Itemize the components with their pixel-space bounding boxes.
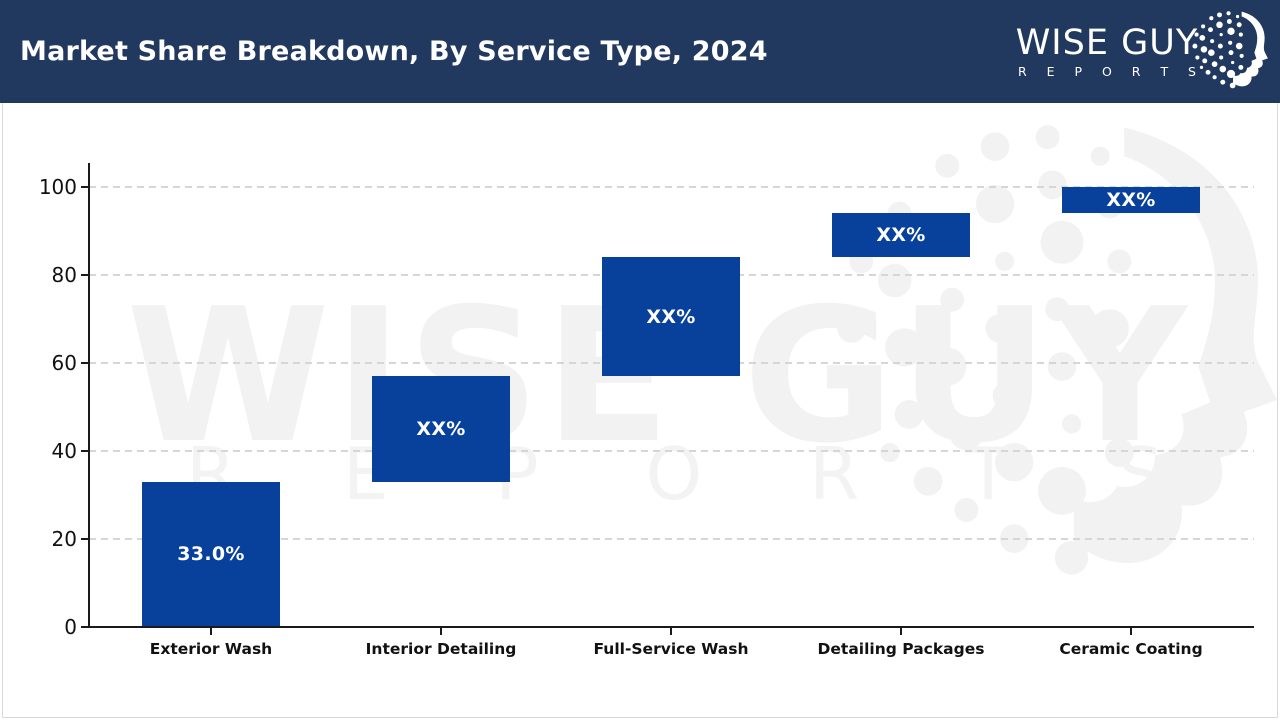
x-axis-tick [440, 628, 442, 635]
gridline [89, 450, 1254, 452]
gridline [89, 538, 1254, 540]
bar-value-label: 33.0% [177, 543, 245, 566]
logo-wordmark: WISE GUY [1015, 23, 1199, 63]
y-axis-tick [81, 538, 88, 540]
gridline [89, 186, 1254, 188]
y-tick-label: 60 [51, 351, 77, 375]
category-label: Exterior Wash [149, 640, 273, 658]
watermark-head-icon [823, 118, 1278, 596]
bar: 33.0% [142, 481, 280, 627]
x-axis-tick [1130, 628, 1132, 635]
logo-subtitle: R E P O R T S [1017, 64, 1204, 79]
y-axis-tick [81, 186, 88, 188]
y-tick-label: 100 [38, 175, 77, 199]
x-axis-tick [900, 628, 902, 635]
y-axis-line [88, 163, 90, 628]
category-label: Ceramic Coating [1059, 640, 1203, 658]
y-tick-label: 20 [51, 527, 77, 551]
bar-value-label: XX% [876, 224, 926, 247]
x-axis-tick [670, 628, 672, 635]
bar: XX% [832, 213, 970, 258]
y-tick-label: 80 [51, 263, 77, 287]
y-axis-tick [81, 626, 88, 628]
y-axis-tick [81, 450, 88, 452]
logo-text: WISE GUY R E P O R T S [1010, 23, 1204, 79]
chart-canvas: WISE GUY R E P O R T S 02040608010033.0%… [2, 103, 1278, 718]
bar-value-label: XX% [1106, 189, 1156, 212]
bar-value-label: XX% [416, 417, 466, 440]
category-label: Detailing Packages [817, 640, 985, 658]
y-tick-label: 40 [51, 439, 77, 463]
category-label: Interior Detailing [365, 640, 517, 658]
bar: XX% [372, 376, 510, 482]
x-axis-tick [210, 628, 212, 635]
bar: XX% [1062, 187, 1200, 214]
x-axis-line [89, 626, 1254, 628]
page-title: Market Share Breakdown, By Service Type,… [20, 36, 768, 67]
category-label: Full-Service Wash [593, 640, 749, 658]
bar: XX% [602, 257, 740, 377]
y-axis-tick [81, 274, 88, 276]
plot-layer: WISE GUY R E P O R T S 02040608010033.0%… [3, 103, 1278, 717]
y-axis-tick [81, 362, 88, 364]
wiseguy-logo: WISE GUY R E P O R T S [1010, 6, 1272, 96]
y-tick-label: 0 [64, 615, 77, 639]
bar-value-label: XX% [646, 305, 696, 328]
header-bar: Market Share Breakdown, By Service Type,… [0, 0, 1280, 103]
